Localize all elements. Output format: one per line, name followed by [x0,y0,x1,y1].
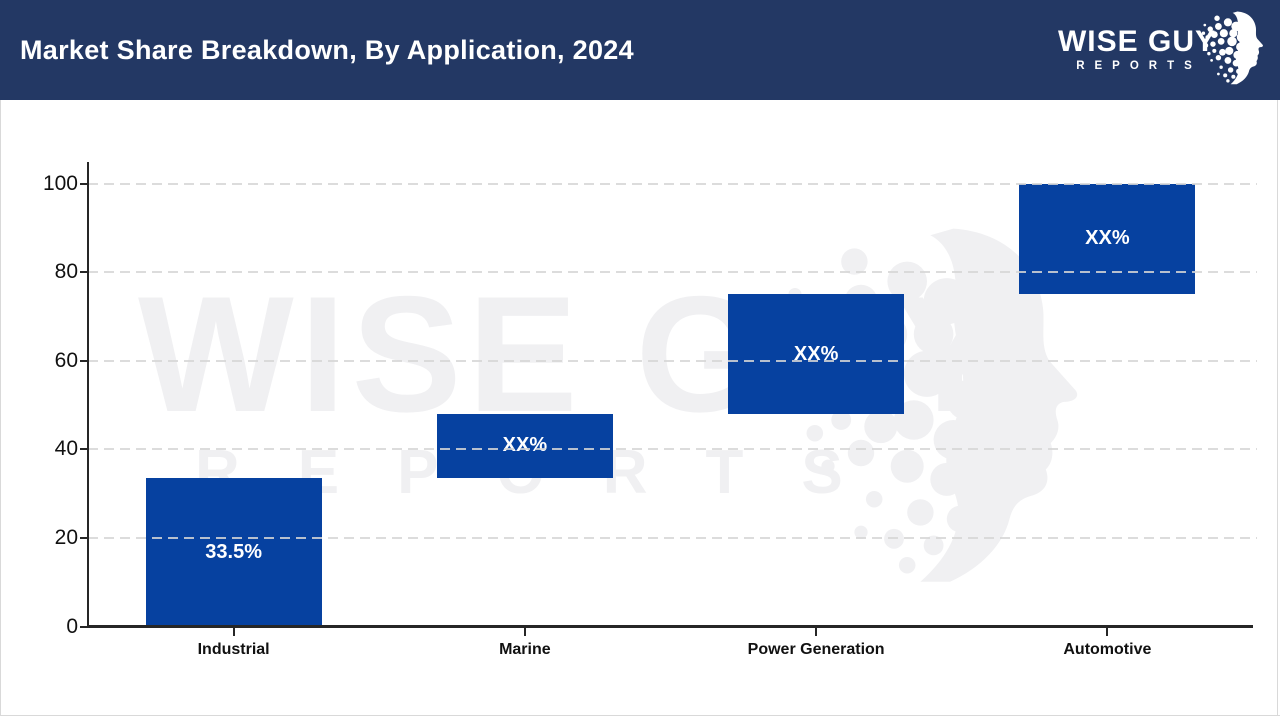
x-tick-mark-3 [815,627,818,636]
y-tick-label-20: 20 [54,525,78,549]
y-tick-label-80: 80 [54,260,78,284]
logo-name-text: WISE GUY [1057,25,1216,59]
wiseguy-logo-text: WISE GUY REPORTS [1058,27,1216,73]
y-tick-mark-20 [80,536,88,539]
x-axis-line [87,625,1253,628]
header-bar: Market Share Breakdown, By Application, … [0,0,1280,100]
y-tick-label-40: 40 [54,437,78,461]
gridline-100 [88,182,1257,185]
bar-value-label: XX% [793,342,839,365]
bar-automotive: XX% [1019,183,1196,295]
gridline-80 [88,271,1257,274]
bar-value-label: XX% [1085,227,1130,250]
gridline-40 [88,448,1257,451]
x-tick-mark-1 [232,627,235,636]
page-title: Market Share Breakdown, By Application, … [20,34,634,65]
x-tick-mark-4 [1106,627,1109,636]
y-tick-mark-80 [80,271,88,274]
y-axis-line [87,162,89,627]
bar-power-generation: XX% [728,294,905,414]
y-tick-mark-60 [80,359,88,362]
x-category-label: Power Generation [747,640,885,658]
logo-sub-text: REPORTS [1076,60,1202,73]
y-tick-label-100: 100 [42,171,78,195]
x-category-label: Automotive [1063,640,1152,658]
bar-value-label: XX% [502,434,548,457]
y-tick-mark-0 [80,625,88,628]
x-tick-mark-2 [523,627,526,636]
gridline-60 [88,359,1257,362]
bar-value-label: 33.5% [205,540,262,563]
page-bottom-border [0,715,1280,716]
wiseguy-logo: WISE GUY REPORTS [1058,0,1266,100]
plot-area: WISE GUY REPORTS [0,100,1280,720]
wiseguy-face-icon [1201,10,1263,84]
bar-industrial: 33.5% [145,478,322,627]
x-category-label: Marine [499,640,551,658]
gridline-20 [88,536,1257,539]
bar-marine: XX% [436,413,613,479]
y-tick-label-60: 60 [54,348,78,372]
y-tick-mark-40 [80,448,88,451]
x-category-label: Industrial [197,640,270,658]
y-tick-mark-100 [80,182,88,185]
y-tick-label-0: 0 [66,614,78,638]
